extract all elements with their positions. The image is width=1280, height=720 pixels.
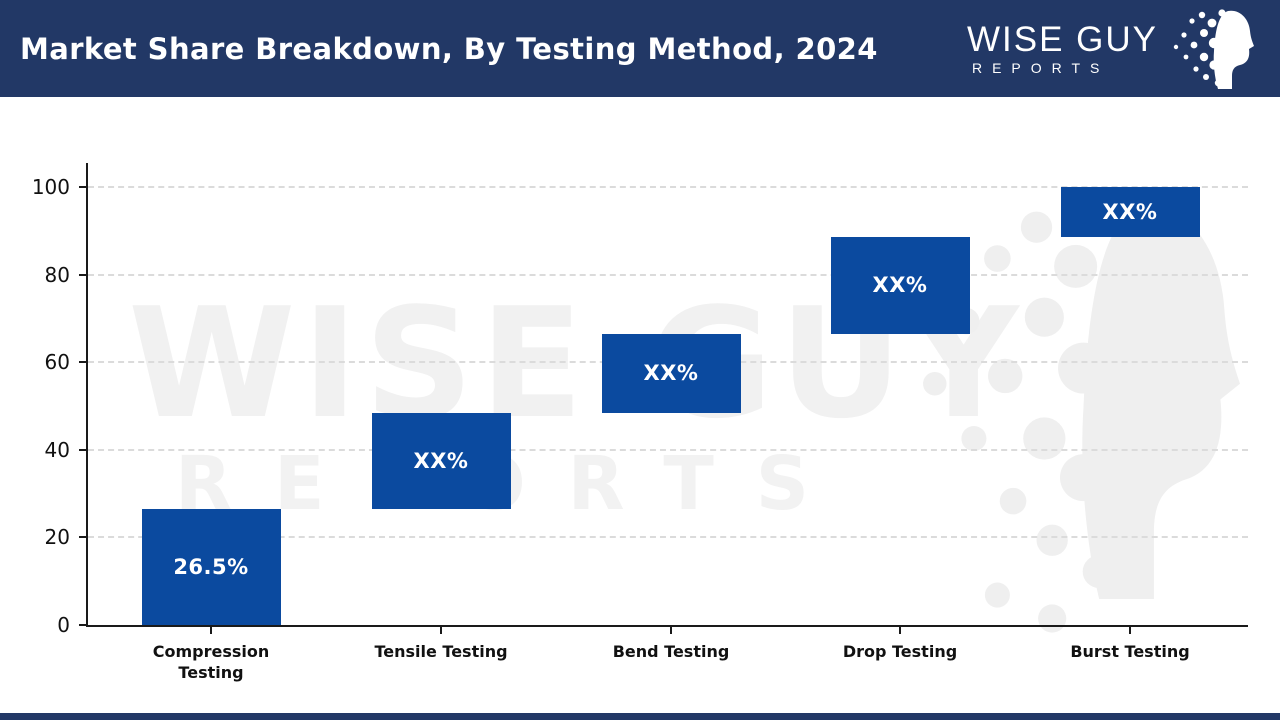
bar-tensile-testing: XX% xyxy=(371,412,511,509)
x-tick-mark xyxy=(670,627,672,634)
y-tick-label: 40 xyxy=(44,437,70,462)
brand-logo: WISE GUY REPORTS xyxy=(967,7,1254,91)
bar-value-label: 26.5% xyxy=(173,554,249,579)
bar-value-label: XX% xyxy=(1102,200,1158,225)
y-tick-mark xyxy=(79,361,88,364)
bar-drop-testing: XX% xyxy=(830,237,970,334)
x-axis-label: Burst Testing xyxy=(1070,642,1190,661)
watermark-face-icon xyxy=(923,201,1240,633)
header: Market Share Breakdown, By Testing Metho… xyxy=(0,0,1280,97)
x-tick-mark xyxy=(440,627,442,634)
logo-face-icon xyxy=(1173,8,1254,89)
footer-bar xyxy=(0,713,1280,720)
x-axis-label: Tensile Testing xyxy=(374,642,508,661)
y-tick-label: 80 xyxy=(44,262,70,287)
y-tick-mark xyxy=(79,536,88,539)
logo-subtitle: REPORTS xyxy=(971,59,1110,76)
bar-compression-testing: 26.5% xyxy=(141,508,281,625)
brand-logo-text: WISE GUY REPORTS xyxy=(967,22,1158,76)
x-axis-line xyxy=(86,625,1248,627)
gridline xyxy=(88,448,1248,451)
x-tick-mark xyxy=(210,627,212,634)
x-axis-label: Drop Testing xyxy=(842,642,958,661)
bar-value-label: XX% xyxy=(872,273,928,298)
y-axis-line xyxy=(86,163,88,627)
x-axis-label: Bend Testing xyxy=(612,642,730,661)
bar-burst-testing: XX% xyxy=(1060,186,1200,238)
y-tick-mark xyxy=(79,624,88,626)
x-tick-mark xyxy=(1129,627,1131,634)
bar-value-label: XX% xyxy=(643,361,699,386)
bar-bend-testing: XX% xyxy=(601,333,741,413)
y-tick-label: 100 xyxy=(31,174,70,199)
gridline xyxy=(88,273,1248,276)
y-tick-label: 60 xyxy=(44,350,70,375)
y-tick-mark xyxy=(79,448,88,451)
bar-value-label: XX% xyxy=(413,448,469,473)
y-tick-label: 20 xyxy=(44,525,70,550)
gridline xyxy=(88,185,1248,188)
chart-area: WISE GUY REPORTS 0 20 40 60 80 100 26.5% Compre… xyxy=(0,97,1280,713)
gridline xyxy=(88,536,1248,539)
page-title: Market Share Breakdown, By Testing Metho… xyxy=(20,31,878,66)
x-tick-mark xyxy=(899,627,901,634)
y-tick-mark xyxy=(79,185,88,188)
x-axis-label: Compression Testing xyxy=(152,642,270,683)
plot-region: 0 20 40 60 80 100 26.5% Compression Testing XX% T… xyxy=(0,97,1280,713)
logo-wordmark: WISE GUY xyxy=(966,19,1158,59)
y-tick-label: 0 xyxy=(57,613,70,637)
y-tick-mark xyxy=(79,273,88,276)
